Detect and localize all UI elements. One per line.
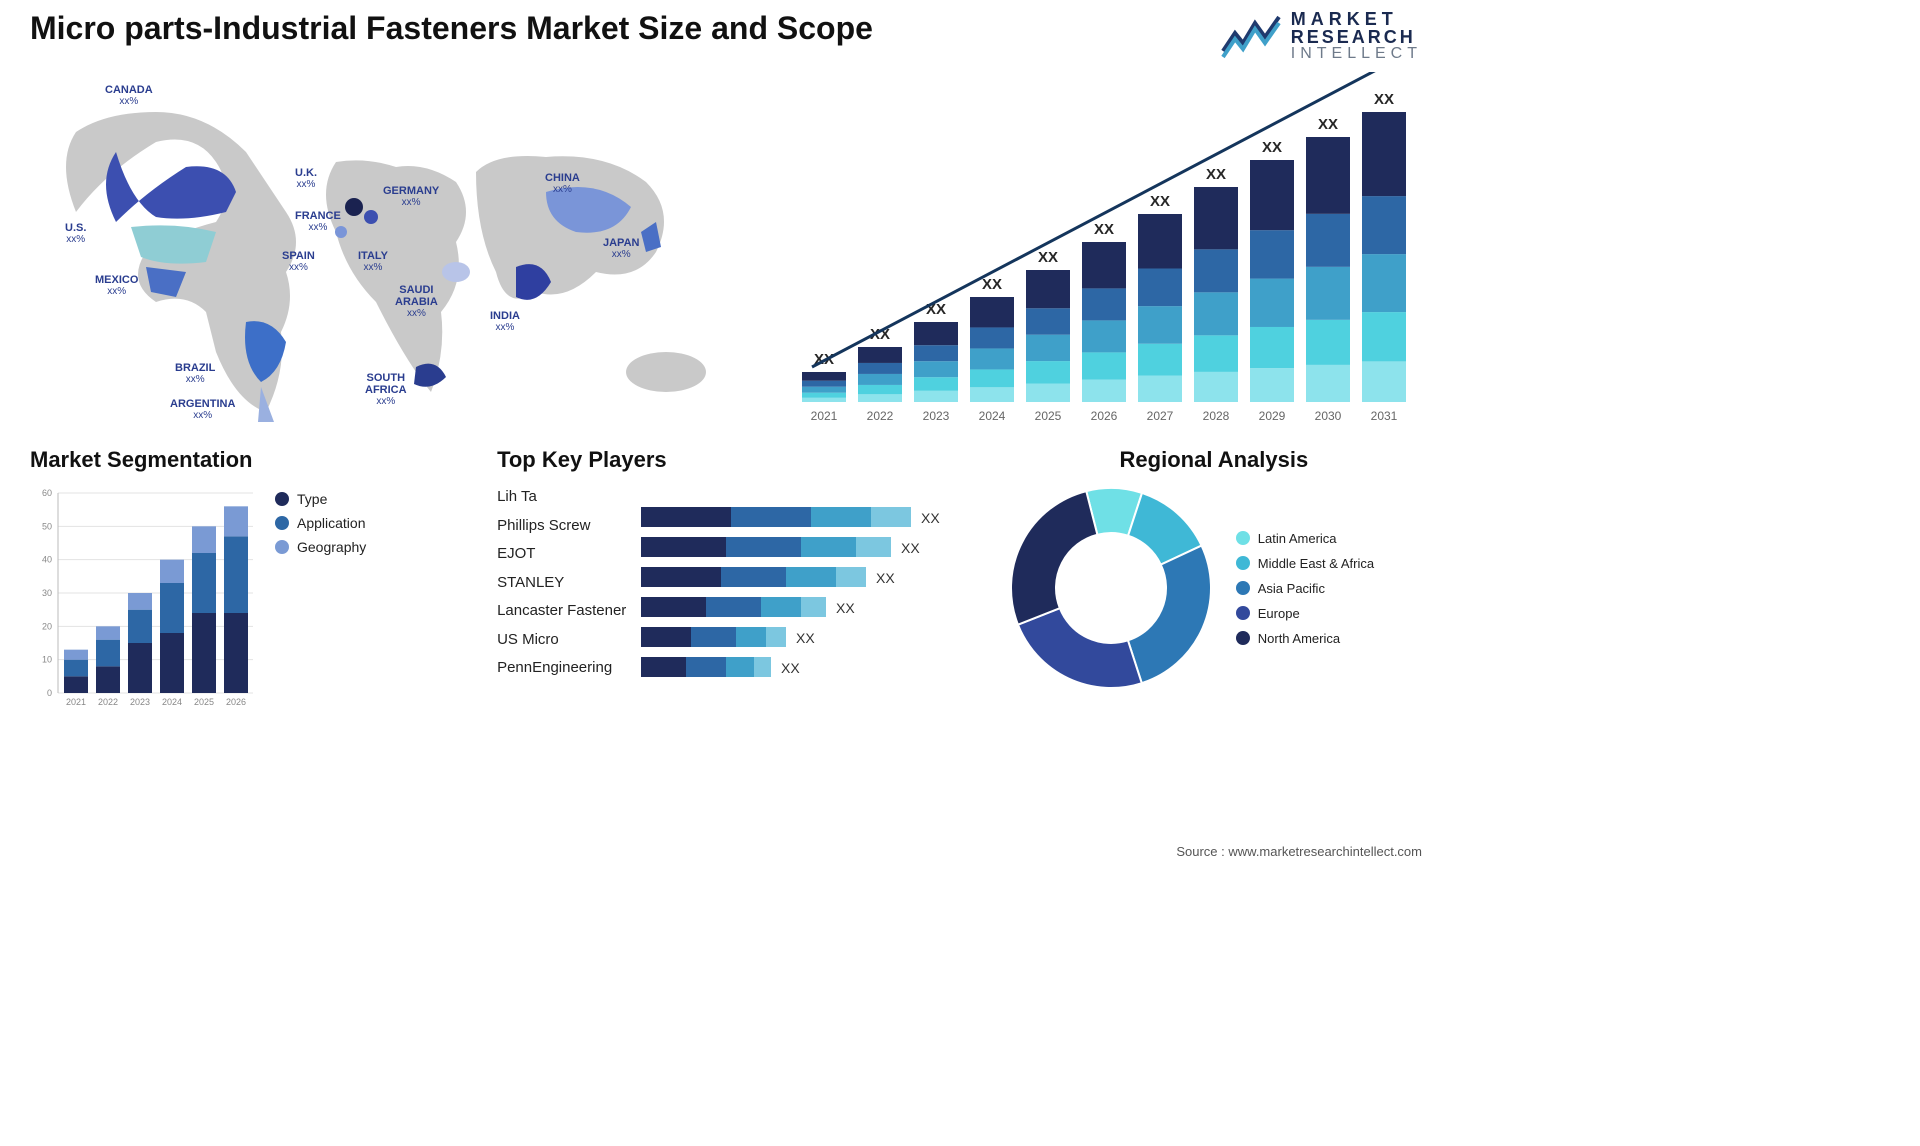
regional-legend-item: Latin America <box>1236 531 1374 546</box>
svg-text:XX: XX <box>1094 221 1114 238</box>
svg-text:20: 20 <box>42 621 52 631</box>
seg-legend-item: Application <box>275 515 366 531</box>
svg-text:XX: XX <box>1262 139 1282 156</box>
map-label-china: CHINAxx% <box>545 172 580 195</box>
regional-donut-chart <box>1006 483 1216 693</box>
svg-text:10: 10 <box>42 655 52 665</box>
map-label-uk: U.K.xx% <box>295 167 317 190</box>
player-name: Phillips Screw <box>497 512 626 541</box>
page-title: Micro parts-Industrial Fasteners Market … <box>30 10 873 47</box>
svg-text:2030: 2030 <box>1315 409 1342 423</box>
player-names-list: Lih TaPhillips ScrewEJOTSTANLEYLancaster… <box>497 483 626 703</box>
player-name: Lih Ta <box>497 483 626 512</box>
brand-logo: MARKET RESEARCH INTELLECT <box>1221 10 1422 62</box>
svg-text:2026: 2026 <box>226 697 246 707</box>
svg-text:XX: XX <box>921 510 940 526</box>
segmentation-panel: Market Segmentation 0 10 20 30 40 50 60 2021 202… <box>30 447 467 713</box>
regional-panel: Regional Analysis Latin America Middle Ea… <box>1006 447 1422 713</box>
player-name: US Micro <box>497 626 626 655</box>
regional-legend-item: Middle East & Africa <box>1236 556 1374 571</box>
segmentation-title: Market Segmentation <box>30 447 467 473</box>
svg-text:2024: 2024 <box>979 409 1006 423</box>
svg-text:2022: 2022 <box>867 409 894 423</box>
svg-text:XX: XX <box>982 276 1002 293</box>
regional-title: Regional Analysis <box>1006 447 1422 473</box>
svg-text:XX: XX <box>836 600 855 616</box>
svg-text:2026: 2026 <box>1091 409 1118 423</box>
players-panel: Top Key Players Lih TaPhillips ScrewEJOT… <box>497 447 976 713</box>
regional-legend-item: Asia Pacific <box>1236 581 1374 596</box>
map-label-us: U.S.xx% <box>65 222 86 245</box>
growth-bar-chart: XX 2021 XX 2022 XX 2023 XX 2024 XX 2025 XX 2026 XX 20… <box>782 72 1422 432</box>
svg-text:XX: XX <box>876 570 895 586</box>
map-label-italy: ITALYxx% <box>358 250 388 273</box>
svg-text:60: 60 <box>42 488 52 498</box>
map-label-argentina: ARGENTINAxx% <box>170 398 235 421</box>
svg-text:2027: 2027 <box>1147 409 1174 423</box>
map-label-japan: JAPANxx% <box>603 237 639 260</box>
svg-text:XX: XX <box>1374 91 1394 108</box>
svg-text:XX: XX <box>1150 193 1170 210</box>
map-label-saudiarabia: SAUDIARABIAxx% <box>395 284 438 319</box>
map-label-canada: CANADAxx% <box>105 84 153 107</box>
regional-legend-item: Europe <box>1236 606 1374 621</box>
svg-text:2023: 2023 <box>130 697 150 707</box>
segmentation-legend: Type Application Geography <box>275 483 366 713</box>
svg-text:XX: XX <box>1206 166 1226 183</box>
svg-text:30: 30 <box>42 588 52 598</box>
map-label-germany: GERMANYxx% <box>383 185 439 208</box>
regional-legend-item: North America <box>1236 631 1374 646</box>
source-attribution: Source : www.marketresearchintellect.com <box>1176 844 1422 859</box>
svg-text:0: 0 <box>47 688 52 698</box>
brand-mark-icon <box>1221 13 1281 59</box>
svg-text:2022: 2022 <box>98 697 118 707</box>
brand-line-1: MARKET <box>1291 10 1422 28</box>
svg-text:2025: 2025 <box>1035 409 1062 423</box>
svg-text:XX: XX <box>901 540 920 556</box>
svg-text:XX: XX <box>796 630 815 646</box>
svg-text:2024: 2024 <box>162 697 182 707</box>
svg-text:2031: 2031 <box>1371 409 1398 423</box>
player-name: PennEngineering <box>497 654 626 683</box>
svg-text:2021: 2021 <box>811 409 838 423</box>
svg-text:2028: 2028 <box>1203 409 1230 423</box>
seg-legend-item: Geography <box>275 539 366 555</box>
svg-text:50: 50 <box>42 521 52 531</box>
svg-text:XX: XX <box>781 660 800 676</box>
svg-text:2023: 2023 <box>923 409 950 423</box>
map-label-france: FRANCExx% <box>295 210 341 233</box>
map-label-spain: SPAINxx% <box>282 250 315 273</box>
map-label-india: INDIAxx% <box>490 310 520 333</box>
map-label-southafrica: SOUTHAFRICAxx% <box>365 372 407 407</box>
svg-text:XX: XX <box>1318 116 1338 133</box>
svg-text:XX: XX <box>926 301 946 318</box>
player-name: STANLEY <box>497 569 626 598</box>
brand-line-3: INTELLECT <box>1291 46 1422 62</box>
seg-legend-item: Type <box>275 491 366 507</box>
players-title: Top Key Players <box>497 447 976 473</box>
regional-legend: Latin America Middle East & Africa Asia Pa… <box>1236 521 1374 656</box>
svg-text:40: 40 <box>42 555 52 565</box>
svg-text:2021: 2021 <box>66 697 86 707</box>
svg-text:2029: 2029 <box>1259 409 1286 423</box>
world-map-panel: CANADAxx% U.S.xx% MEXICOxx% BRAZILxx% ARGENT… <box>20 72 752 432</box>
map-label-brazil: BRAZILxx% <box>175 362 215 385</box>
player-name: EJOT <box>497 540 626 569</box>
player-name: Lancaster Fastener <box>497 597 626 626</box>
svg-text:2025: 2025 <box>194 697 214 707</box>
brand-line-2: RESEARCH <box>1291 28 1422 46</box>
svg-text:XX: XX <box>1038 249 1058 266</box>
map-label-mexico: MEXICOxx% <box>95 274 138 297</box>
